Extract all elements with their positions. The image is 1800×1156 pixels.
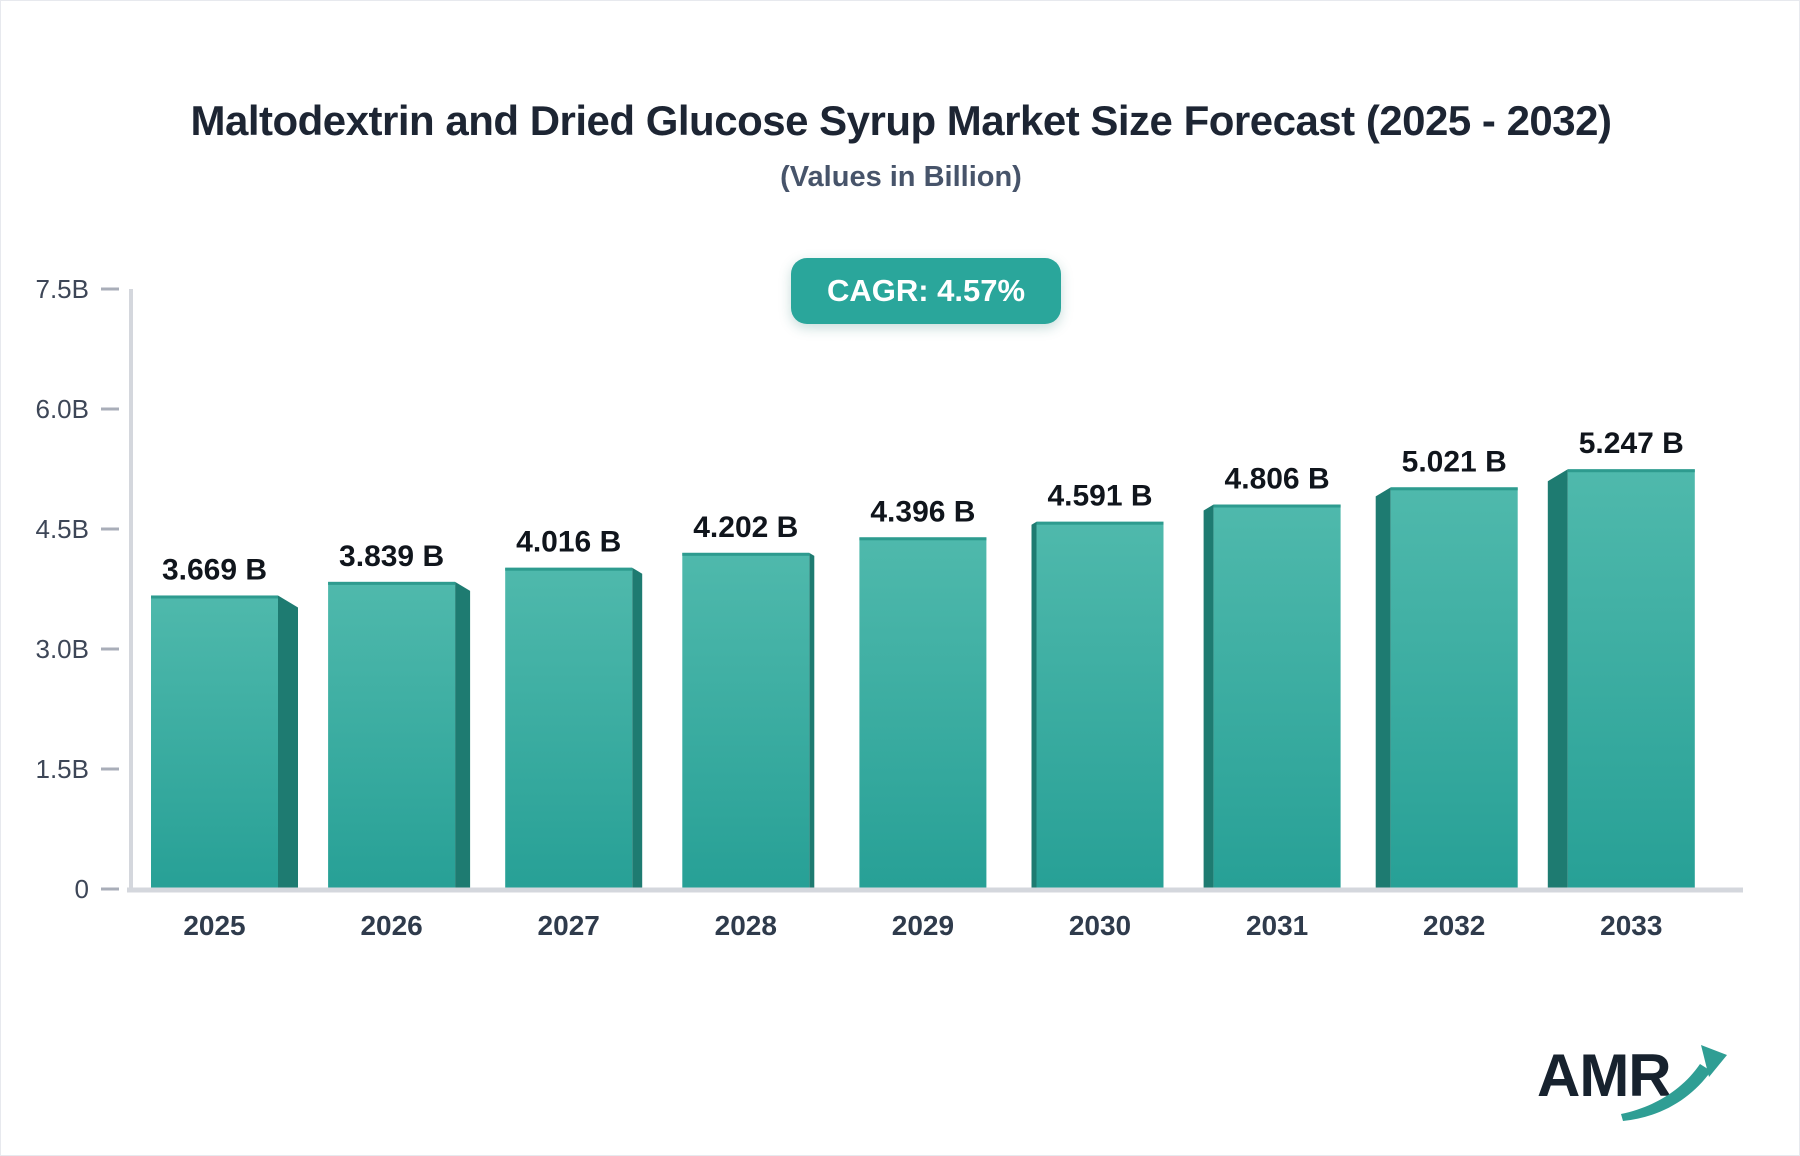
x-tick-label: 2029 [892,910,954,941]
y-tick-label: 3.0B [36,634,90,664]
bar [505,567,633,889]
x-tick-label: 2033 [1600,910,1662,941]
x-tick-label: 2031 [1246,910,1308,941]
bar [682,552,810,889]
bar [328,581,456,889]
bar-side-face [1547,469,1568,889]
bar-top-edge [859,537,987,541]
bar [1213,504,1341,889]
chart-title: Maltodextrin and Dried Glucose Syrup Mar… [190,97,1613,144]
x-tick-label: 2028 [715,910,777,941]
chart-subtitle: (Values in Billion) [780,161,1022,193]
bar-top-edge [1213,504,1341,508]
bar [859,537,987,889]
y-tick-label: 1.5B [36,754,90,784]
x-tick-label: 2027 [538,910,600,941]
bar-side-face [455,581,471,889]
bar-side-face [1375,487,1391,889]
bar-value-label: 5.247 B [1579,427,1684,460]
bar-value-label: 5.021 B [1402,445,1507,478]
cagr-badge-label: CAGR: 4.57% [826,273,1026,308]
y-tick-label: 4.5B [36,514,90,544]
bar-top-edge [682,552,810,556]
bar-side-face [278,595,298,889]
amr-logo-text: AMR [1537,1042,1672,1109]
bar-value-label: 3.839 B [339,540,444,573]
y-tick-label: 0 [75,874,89,904]
bar-side-face [1203,504,1214,889]
bar-value-label: 4.806 B [1225,463,1330,496]
x-tick-label: 2025 [183,910,245,941]
x-tick-label: 2032 [1423,910,1485,941]
y-tick-label: 6.0B [36,394,90,424]
bar-side-face [809,552,815,889]
bar [1390,487,1518,889]
bar-top-edge [328,581,456,585]
y-tick-label: 7.5B [36,274,90,304]
bar-top-edge [1390,487,1518,491]
x-tick-label: 2030 [1069,910,1131,941]
cagr-badge: CAGR: 4.57% [791,258,1061,324]
bar-top-edge [1567,469,1695,473]
bar-value-label: 4.202 B [693,511,798,544]
bar-value-label: 4.016 B [516,526,621,559]
bar [151,595,278,889]
bar-top-edge [1036,521,1164,525]
bar [1036,521,1164,889]
x-tick-label: 2026 [360,910,422,941]
bar-value-label: 3.669 B [162,553,267,586]
growth-arrow-icon [1621,1045,1727,1121]
bar [1567,469,1695,889]
bar-side-face [632,567,643,889]
bar-value-label: 4.396 B [870,495,975,528]
bar-top-edge [505,567,633,571]
amr-logo: AMR [1531,1033,1761,1128]
bar-value-label: 4.591 B [1047,480,1152,513]
bar-top-edge [151,595,278,599]
bar-side-face [1031,521,1037,889]
